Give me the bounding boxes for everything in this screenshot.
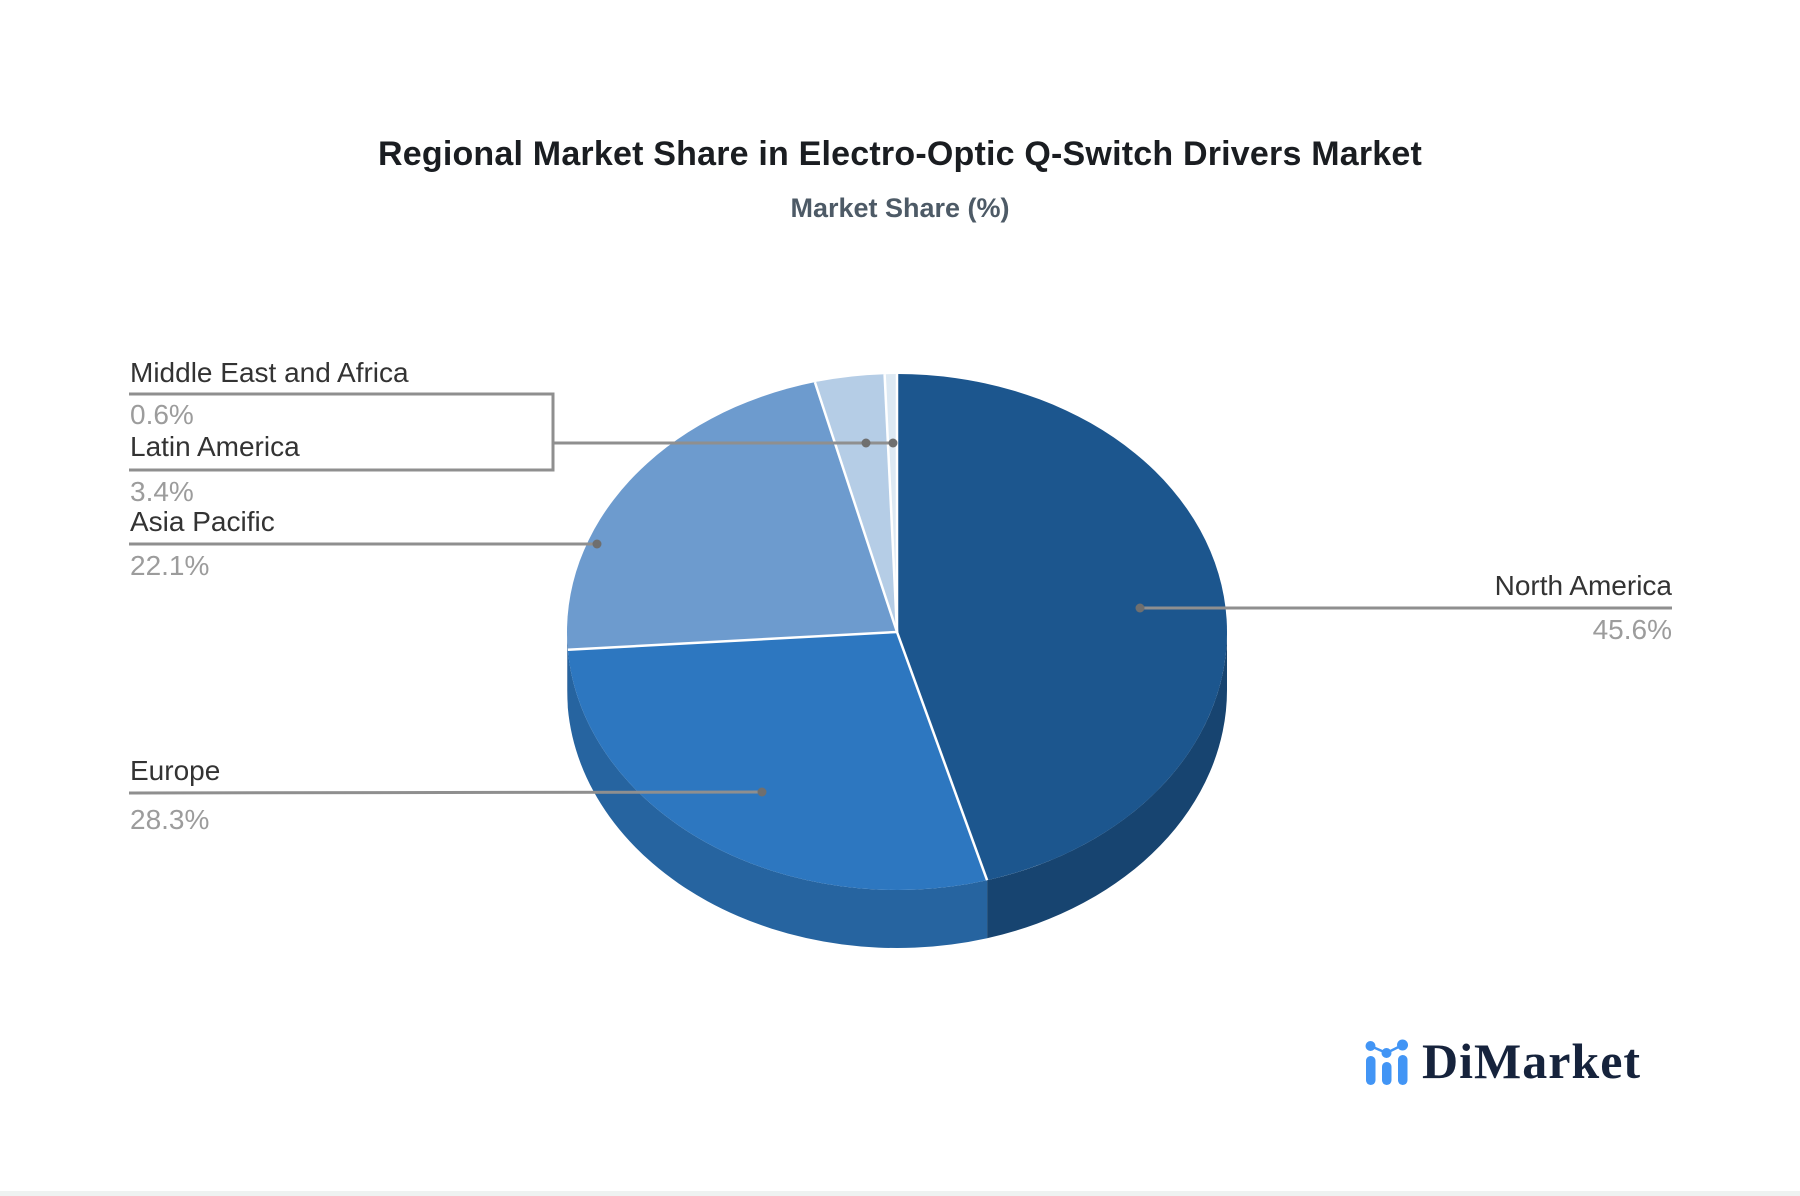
slice-separator	[567, 630, 898, 652]
bottom-edge-strip	[0, 1191, 1800, 1196]
pie-slice-north-america[interactable]	[897, 374, 1228, 881]
anchor-dot-latin-america	[861, 438, 871, 448]
slice-separator	[895, 631, 989, 881]
slice-value-north-america: 45.6%	[1592, 614, 1672, 645]
anchor-dot-north-america	[1135, 603, 1145, 613]
leader-line-europe	[128, 790, 763, 795]
brand-watermark: DiMarket	[1362, 1033, 1642, 1089]
slice-value-middle-east-and-africa: 0.6%	[130, 399, 194, 430]
chart-subtitle: Market Share (%)	[790, 193, 1010, 223]
pie-slice-side-asia-pacific	[567, 632, 568, 708]
pie-slice-side-north-america	[987, 632, 1227, 939]
anchor-dot-middle-east-and-africa	[888, 438, 898, 448]
anchor-dot-europe	[757, 787, 767, 797]
slice-label-middle-east-and-africa: Middle East and Africa	[130, 357, 409, 388]
pie-slice-asia-pacific[interactable]	[567, 382, 897, 650]
dimarket-logo-icon	[1365, 1039, 1408, 1085]
slice-label-latin-america: Latin America	[130, 431, 300, 462]
slice-value-europe: 28.3%	[130, 804, 210, 835]
leader-line-latin-america	[129, 443, 555, 472]
chart-title: Regional Market Share in Electro-Optic Q…	[377, 135, 1423, 173]
slice-label-asia-pacific: Asia Pacific	[130, 506, 275, 537]
pie-slice-side-europe	[567, 649, 988, 948]
slice-separator	[813, 381, 899, 633]
pie-slice-europe[interactable]	[567, 632, 988, 890]
slice-value-asia-pacific: 22.1%	[130, 550, 210, 581]
anchor-dot-asia-pacific	[592, 539, 602, 549]
slice-label-europe: Europe	[130, 755, 221, 786]
leader-line-middle-east-and-africa	[129, 392, 893, 445]
slice-separator	[883, 374, 899, 633]
slice-value-latin-america: 3.4%	[130, 476, 194, 507]
brand-name: DiMarket	[1422, 1033, 1642, 1089]
slice-label-north-america: North America	[1494, 570, 1672, 601]
